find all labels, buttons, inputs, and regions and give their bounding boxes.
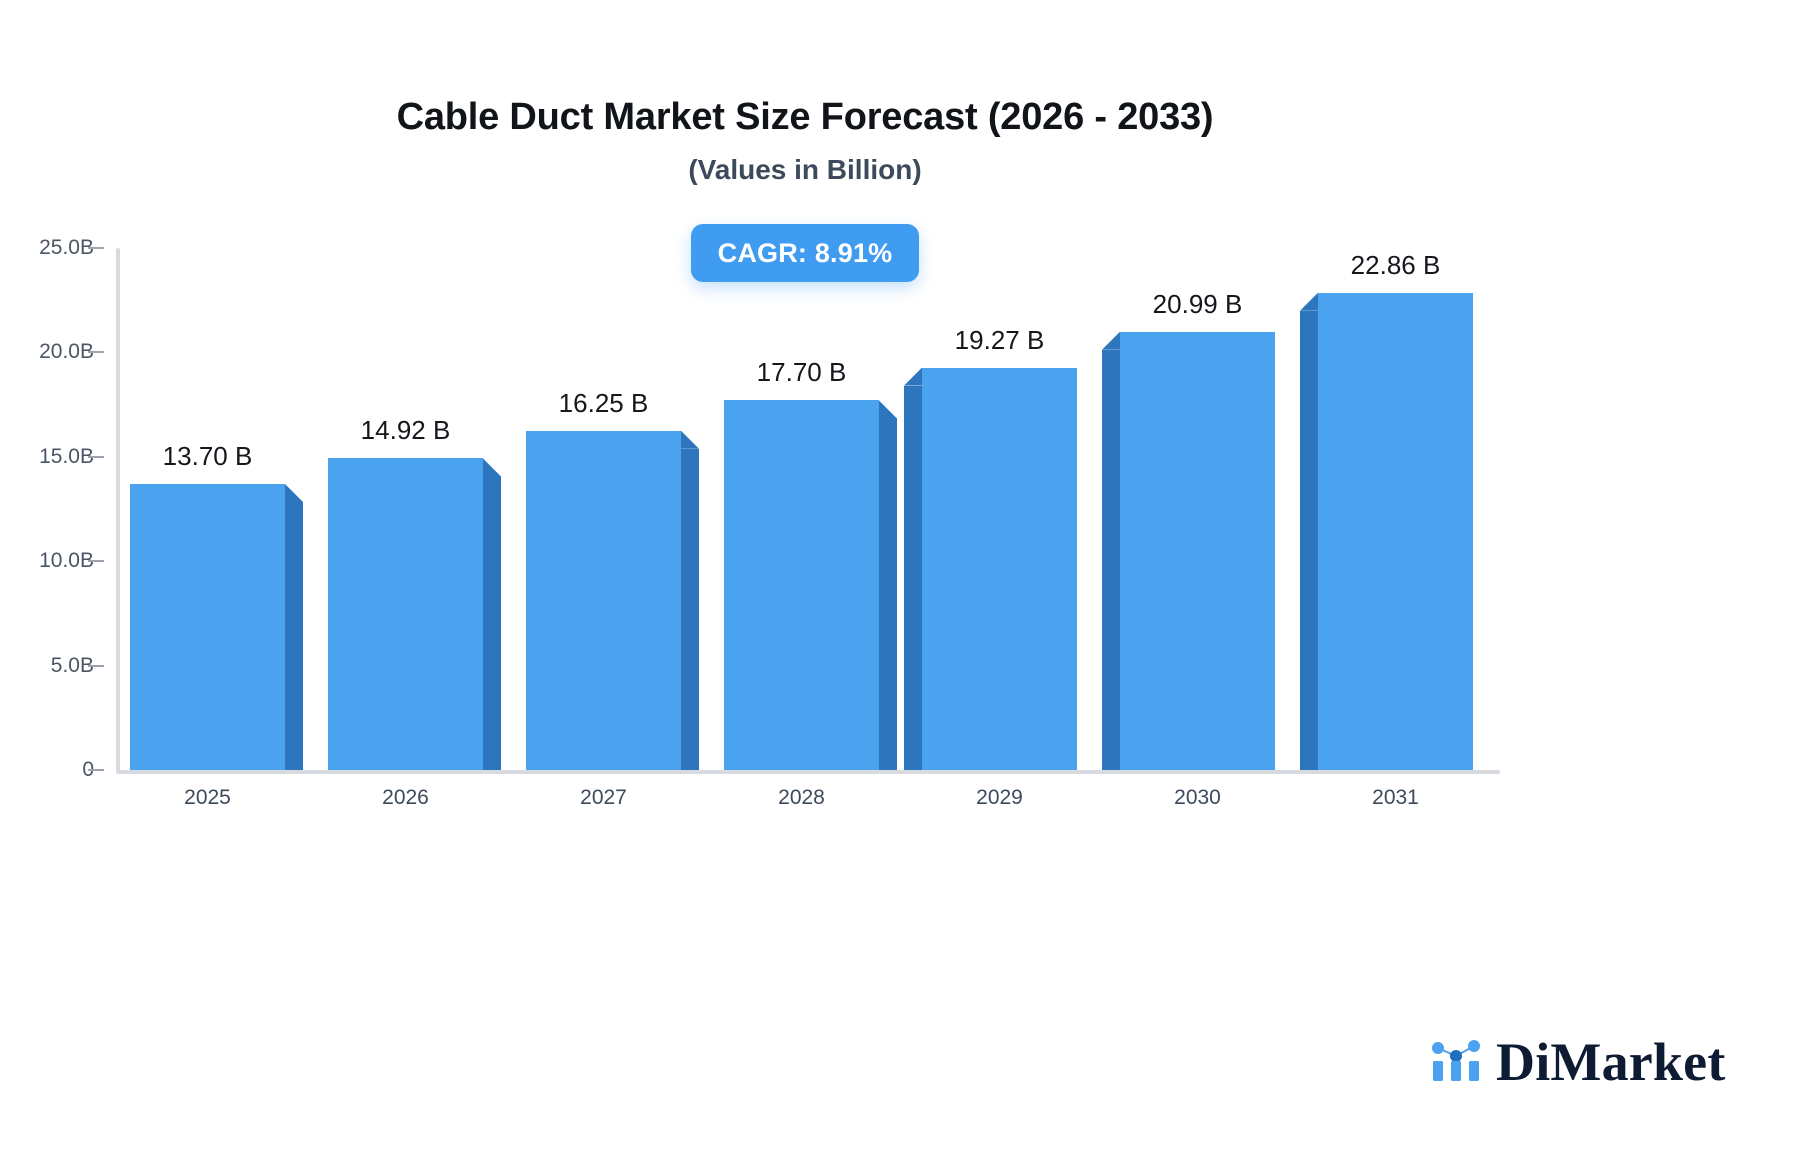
bar-value-label: 19.27 B xyxy=(954,324,1045,355)
bar-front-face xyxy=(130,483,285,770)
bar-2028: 17.70 B xyxy=(724,357,897,770)
title-block: Cable Duct Market Size Forecast (2026 - … xyxy=(0,96,1610,186)
bar-top-bevel xyxy=(879,400,897,419)
y-axis-tick-label: 15.0B xyxy=(39,444,94,468)
bar-top-bevel xyxy=(483,458,501,477)
y-axis-tick-mark xyxy=(88,455,104,458)
bar-2025: 13.70 B xyxy=(130,441,303,770)
bar-top-bevel xyxy=(285,483,303,502)
bar-top-bevel xyxy=(1102,331,1120,350)
bar-2026: 14.92 B xyxy=(328,415,501,770)
bar-side-face xyxy=(681,448,699,770)
y-axis-tick-mark xyxy=(88,247,104,249)
bar-side-face xyxy=(1102,349,1120,770)
cagr-badge-label: CAGR: 8.91% xyxy=(717,237,893,268)
y-axis-tick-mark xyxy=(88,664,104,667)
bar-front-face xyxy=(526,430,681,770)
brand-logo: DiMarket xyxy=(1430,1035,1726,1089)
bar-value-label: 22.86 B xyxy=(1350,249,1441,280)
y-axis-tick-mark xyxy=(88,560,104,563)
x-axis-label-2025: 2025 xyxy=(184,786,231,809)
x-axis-label-2029: 2029 xyxy=(976,786,1023,809)
bar-value-label: 20.99 B xyxy=(1152,288,1243,319)
chart-subtitle: (Values in Billion) xyxy=(688,153,922,185)
bar-2029: 19.27 B xyxy=(904,325,1077,770)
bar-value-label: 14.92 B xyxy=(360,415,451,446)
y-axis-line xyxy=(116,248,120,772)
bar-value-label: 16.25 B xyxy=(558,387,649,418)
page-title: Cable Duct Market Size Forecast (2026 - … xyxy=(396,96,1214,138)
x-axis-label-2027: 2027 xyxy=(580,786,627,809)
y-axis-tick-label: 10.0B xyxy=(39,549,94,573)
bar-top-bevel xyxy=(904,367,922,386)
bar-chart-dots-icon xyxy=(1430,1037,1482,1088)
bar-top-bevel xyxy=(681,430,699,449)
bar-2027: 16.25 B xyxy=(526,388,699,770)
x-axis-label-2028: 2028 xyxy=(778,786,825,809)
y-axis-tick-label: 5.0B xyxy=(50,653,94,677)
x-axis-label-2026: 2026 xyxy=(382,786,429,809)
bar-front-face xyxy=(922,367,1077,770)
bar-side-face xyxy=(1300,310,1318,770)
bar-front-face xyxy=(328,458,483,770)
bar-value-label: 13.70 B xyxy=(162,440,253,471)
y-axis-tick-mark xyxy=(88,769,104,771)
y-axis-tick-label: 0 xyxy=(0,758,94,782)
bar-side-face xyxy=(904,385,922,770)
brand-logo-text: DiMarket xyxy=(1496,1032,1726,1092)
bar-value-label: 17.70 B xyxy=(756,357,847,388)
x-axis-label-2031: 2031 xyxy=(1372,786,1419,809)
bar-2030: 20.99 B xyxy=(1102,289,1275,770)
bar-2031: 22.86 B xyxy=(1300,250,1473,770)
cagr-badge: CAGR: 8.91% xyxy=(691,224,919,282)
x-axis-line xyxy=(116,770,1500,774)
bar-front-face xyxy=(1120,331,1275,770)
y-axis-tick-label: 25.0B xyxy=(39,236,94,259)
y-axis-tick-label: 20.0B xyxy=(39,340,94,364)
bar-front-face xyxy=(1318,292,1473,770)
x-axis-label-2030: 2030 xyxy=(1174,786,1221,809)
bar-top-bevel xyxy=(1300,292,1318,311)
bar-side-face xyxy=(879,418,897,770)
y-axis-tick-mark xyxy=(88,351,104,354)
bar-side-face xyxy=(483,476,501,770)
bar-side-face xyxy=(285,501,303,770)
bar-front-face xyxy=(724,400,879,770)
